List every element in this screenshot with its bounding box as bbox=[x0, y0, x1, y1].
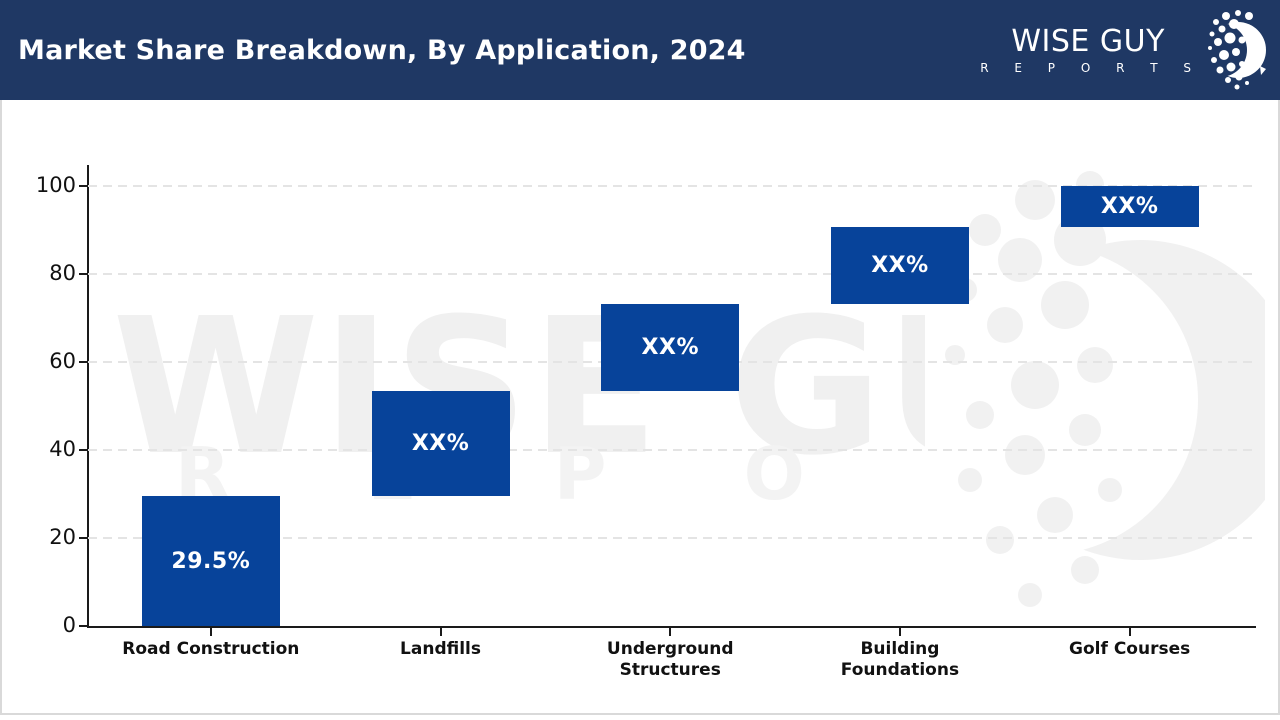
x-tick-label: Golf Courses bbox=[1069, 639, 1191, 659]
y-tick-label: 20 bbox=[49, 525, 76, 550]
frame-bottom-border bbox=[0, 713, 1280, 715]
bar-golf-courses: XX% bbox=[1060, 186, 1199, 227]
logo-face-icon bbox=[1208, 10, 1266, 90]
logo-line1: WISE GUY bbox=[1011, 23, 1165, 59]
y-tick-label: 60 bbox=[49, 349, 76, 374]
y-axis-tick bbox=[79, 273, 87, 275]
gridline-y-100 bbox=[88, 185, 1256, 187]
x-axis-tick bbox=[1128, 628, 1131, 636]
bar-underground-structures: XX% bbox=[601, 304, 740, 392]
y-axis-tick bbox=[79, 361, 87, 363]
logo-line2: R E P O R T S bbox=[980, 60, 1202, 75]
bar-value-label: XX% bbox=[1100, 193, 1159, 219]
bar-building-foundations: XX% bbox=[830, 226, 969, 305]
x-axis-line bbox=[87, 626, 1256, 628]
bar-landfills: XX% bbox=[371, 391, 510, 497]
x-tick-label: Building Foundations bbox=[840, 639, 960, 681]
plot-area: WISE GUY R E P O R T S 02040608010029.5%… bbox=[0, 100, 1280, 720]
x-tick-label: Road Construction bbox=[122, 639, 300, 659]
gridline-y-20 bbox=[88, 537, 1256, 539]
y-axis-tick bbox=[79, 537, 87, 539]
logo-wordmark: WISE GUY R E P O R T S bbox=[974, 23, 1202, 75]
x-axis-tick bbox=[439, 628, 442, 636]
y-axis-tick bbox=[79, 449, 87, 451]
x-tick-label: Underground Structures bbox=[606, 639, 734, 681]
bar-value-label: XX% bbox=[411, 431, 470, 457]
gridline-y-80 bbox=[88, 273, 1256, 275]
gridline-y-40 bbox=[88, 449, 1256, 451]
header-bar: Market Share Breakdown, By Application, … bbox=[0, 0, 1280, 100]
x-axis-tick bbox=[209, 628, 212, 636]
frame-right-border bbox=[1278, 100, 1280, 715]
y-tick-label: 100 bbox=[35, 173, 76, 198]
y-axis-line bbox=[87, 165, 89, 628]
bar-road-construction: 29.5% bbox=[141, 496, 280, 626]
page-title: Market Share Breakdown, By Application, … bbox=[18, 34, 746, 66]
x-tick-label: Landfills bbox=[400, 639, 481, 659]
y-tick-label: 80 bbox=[49, 261, 76, 286]
watermark-face-icon bbox=[925, 171, 1265, 607]
watermark-text-2: R E P O R T S bbox=[175, 432, 1280, 516]
x-axis-tick bbox=[669, 628, 672, 636]
bar-value-label: XX% bbox=[871, 253, 929, 279]
y-tick-label: 40 bbox=[49, 437, 76, 462]
bar-value-label: XX% bbox=[641, 335, 699, 361]
y-axis-tick bbox=[79, 185, 87, 187]
frame-left-border bbox=[0, 100, 2, 715]
wise-guy-reports-logo: WISE GUY R E P O R T S bbox=[974, 10, 1266, 90]
y-tick-label: 0 bbox=[62, 613, 76, 638]
bar-value-label: 29.5% bbox=[171, 548, 251, 574]
x-axis-tick bbox=[898, 628, 901, 636]
y-axis-tick bbox=[79, 625, 87, 627]
